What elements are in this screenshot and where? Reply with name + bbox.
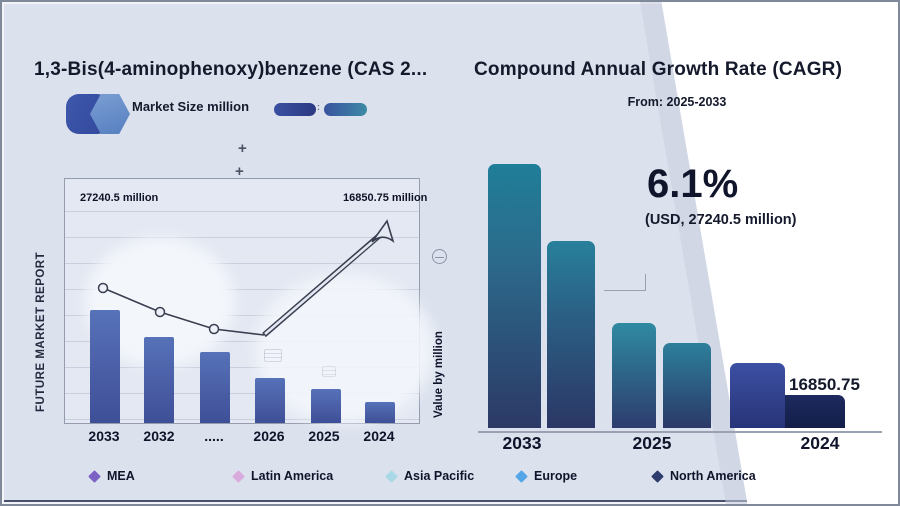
- diamond-icon: [515, 469, 528, 483]
- right-bar-2025-b: [663, 343, 711, 428]
- page-title-left: 1,3-Bis(4-aminophenoxy)benzene (CAS 2...: [34, 59, 428, 80]
- ghost-document-icon: [264, 349, 282, 362]
- decor-hill-shape: [255, 274, 435, 424]
- cagr-percentage: 6.1%: [647, 162, 739, 206]
- ghost-document-icon: [322, 366, 336, 377]
- hexagon-logo-icon: [66, 92, 130, 136]
- left-bar-2024: [365, 402, 395, 423]
- left-bar-2026: [255, 378, 285, 423]
- left-x-label-2024: 2024: [363, 428, 395, 444]
- annotation-16850: 16850.75 million: [343, 192, 428, 204]
- legend-label: Latin America: [251, 469, 334, 483]
- legend-item-asia-pacific: Asia Pacific: [385, 469, 475, 483]
- diamond-icon: [88, 469, 101, 483]
- legend-pill-dark-blue: [274, 103, 316, 116]
- legend-item-europe: Europe: [515, 469, 578, 483]
- right-bar-2024-a: [730, 363, 785, 428]
- legend-pill-blue-teal: [324, 103, 367, 116]
- diamond-icon: [651, 469, 664, 483]
- legend-label: Europe: [534, 469, 578, 483]
- left-x-label-dots: .....: [204, 428, 224, 444]
- right-chart-baseline: [478, 431, 882, 433]
- legend-label: North America: [670, 469, 756, 483]
- right-x-label-2025: 2025: [632, 433, 672, 453]
- right-x-label-2024: 2024: [800, 433, 840, 453]
- right-x-label-2033: 2033: [502, 433, 542, 453]
- legend-item-mea: MEA: [88, 469, 135, 483]
- cagr-usd-detail: (USD, 27240.5 million): [645, 212, 797, 228]
- right-bar-2033-a: [488, 164, 541, 428]
- value-by-million-axis-label: Value by million: [433, 331, 445, 418]
- legend-pill-separator: :: [317, 102, 320, 112]
- trend-line-and-arrow: [97, 219, 395, 338]
- left-bar-chart-frame: [64, 178, 435, 424]
- plus-mark-icon: +: [235, 163, 244, 180]
- right-bar-2025-a: [612, 323, 656, 428]
- step-bracket-line: [604, 274, 646, 291]
- future-market-report-watermark: FUTURE MARKET REPORT: [35, 251, 47, 412]
- left-bar-2025: [311, 389, 341, 423]
- left-x-label-2026: 2026: [253, 428, 285, 444]
- diamond-icon: [385, 469, 398, 483]
- plus-mark-icon: +: [238, 140, 247, 157]
- legend-item-latin-america: Latin America: [232, 469, 334, 483]
- legend-label: MEA: [107, 469, 135, 483]
- legend-label: Asia Pacific: [404, 469, 475, 483]
- right-bar-2033-b: [547, 241, 595, 428]
- annotation-27240: 27240.5 million: [80, 192, 159, 204]
- value-label-2024: 16850.75: [789, 375, 860, 394]
- left-x-label-2025: 2025: [308, 428, 340, 444]
- collapse-circle-icon: [432, 249, 447, 264]
- page-title-right: Compound Annual Growth Rate (CAGR): [474, 59, 843, 80]
- legend-item-north-america: North America: [651, 469, 756, 483]
- market-size-legend-label: Market Size million: [132, 99, 250, 114]
- left-bar-dots: [200, 352, 230, 423]
- left-bar-2033: [90, 310, 120, 423]
- diamond-icon: [232, 469, 245, 483]
- left-x-label-2033: 2033: [88, 428, 120, 444]
- left-bar-2032: [144, 337, 174, 423]
- subtitle-date-range: From: 2025-2033: [627, 95, 727, 109]
- left-x-label-2032: 2032: [143, 428, 175, 444]
